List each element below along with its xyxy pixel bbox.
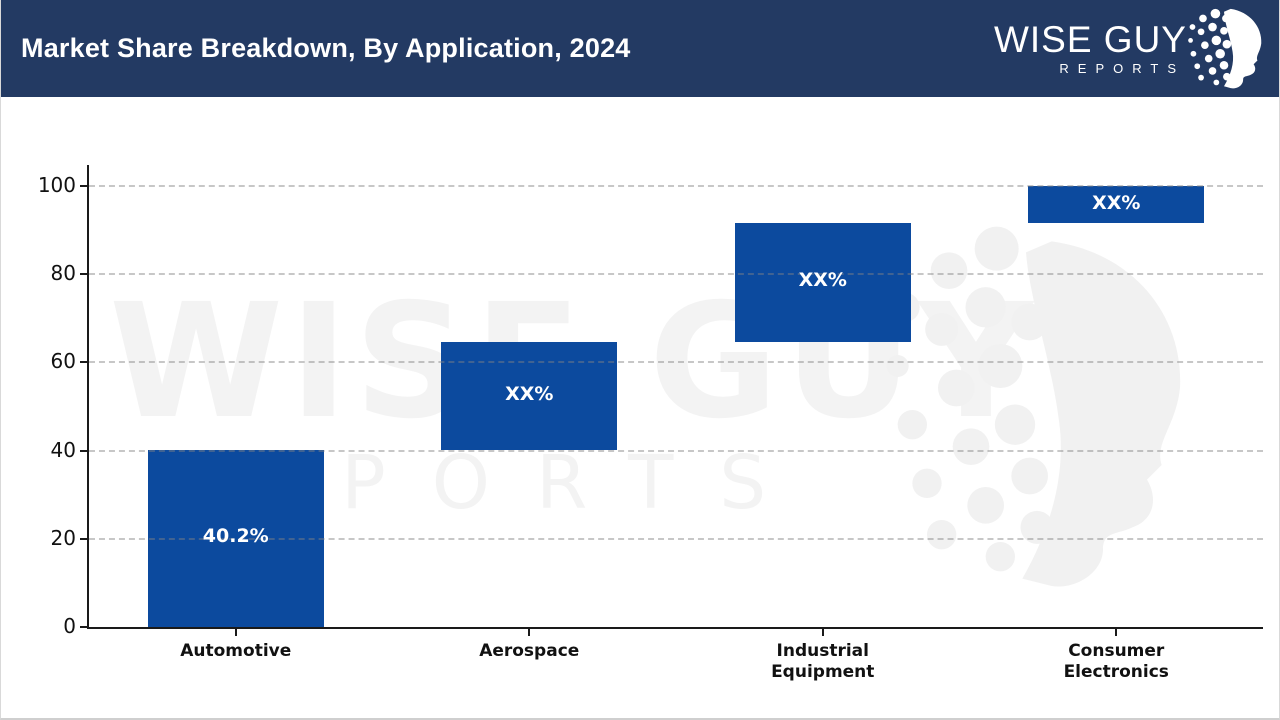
y-tick-label: 60 — [50, 349, 76, 374]
x-category-label-industrial-equipment: Industrial Equipment — [771, 641, 875, 683]
y-tick-label: 40 — [50, 437, 76, 462]
dotted-head-icon — [1188, 8, 1262, 88]
bar-industrial-equipment[interactable] — [734, 223, 911, 342]
bar-value-label-consumer-electronics: XX% — [1092, 191, 1141, 214]
x-category-label-aerospace: Aerospace — [479, 641, 580, 661]
bar-aerospace[interactable] — [441, 341, 618, 450]
header-bar: Market Share Breakdown, By Application, … — [1, 0, 1279, 97]
y-tick-label: 20 — [50, 525, 76, 550]
bar-value-label-industrial-equipment: XX% — [798, 269, 847, 292]
x-tick-mark — [1115, 629, 1118, 636]
y-tick-mark — [80, 273, 87, 276]
y-tick-mark — [80, 626, 87, 628]
y-tick-mark — [80, 185, 87, 187]
x-axis-line — [87, 627, 1263, 629]
y-tick-mark — [80, 361, 87, 364]
gridline-y40 — [89, 449, 1263, 452]
brand-logo-text: WISE GUY REPORTS — [994, 21, 1187, 76]
y-tick-mark — [80, 449, 87, 452]
x-category-label-consumer-electronics: Consumer Electronics — [1063, 641, 1169, 683]
x-tick-mark — [821, 629, 824, 636]
y-tick-label: 80 — [50, 261, 76, 286]
gridline-y80 — [89, 273, 1263, 276]
brand-logo: WISE GUY REPORTS — [994, 6, 1279, 92]
bar-automotive[interactable] — [147, 449, 324, 627]
page-title: Market Share Breakdown, By Application, … — [21, 33, 631, 63]
brand-name: WISE GUY — [993, 19, 1187, 60]
y-tick-mark — [80, 537, 87, 540]
brand-subname: REPORTS — [1059, 61, 1185, 76]
y-axis-line — [87, 165, 89, 629]
gridline-y60 — [89, 361, 1263, 364]
bar-value-label-aerospace: XX% — [505, 382, 554, 405]
y-tick-label: 0 — [63, 614, 76, 638]
y-tick-label: 100 — [37, 173, 76, 197]
bar-value-label-automotive: 40.2% — [202, 525, 269, 548]
x-tick-mark — [528, 629, 531, 636]
x-category-label-automotive: Automotive — [180, 641, 292, 661]
chart-plot-area: 0 20 40 60 80 100 40.2% Automotive XX% Aerospace X… — [1, 97, 1279, 718]
bar-consumer-electronics[interactable] — [1028, 186, 1205, 224]
gridline-y20 — [89, 537, 1263, 540]
x-tick-mark — [234, 629, 237, 636]
watermark-dotted-head-icon — [886, 226, 1181, 587]
gridline-y100 — [89, 185, 1263, 187]
